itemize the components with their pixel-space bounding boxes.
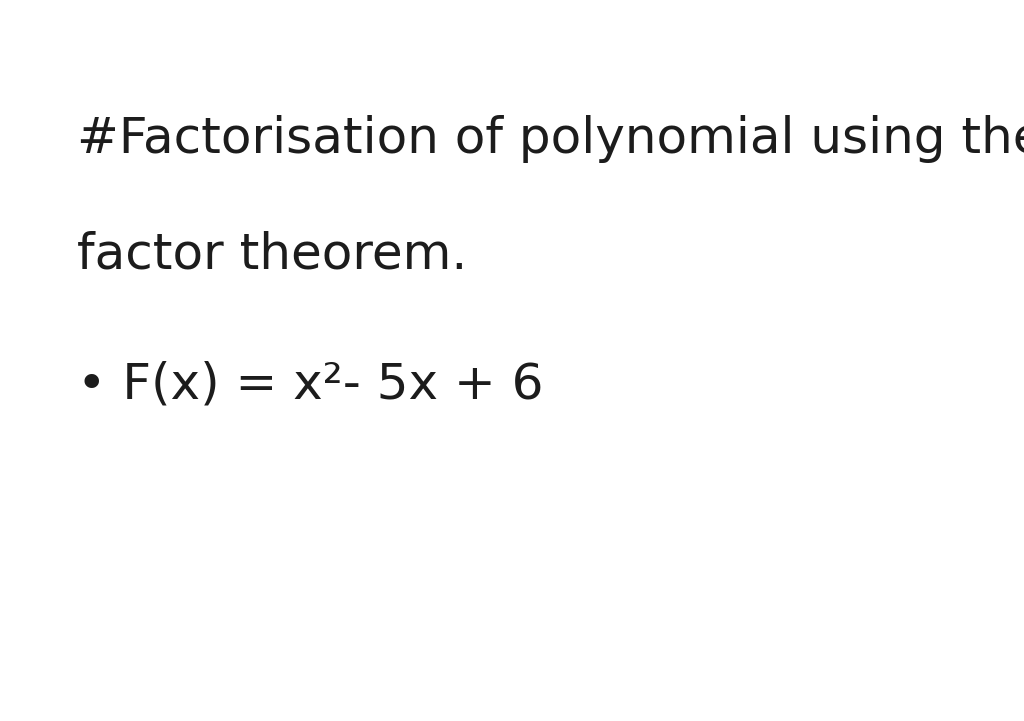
Text: #Factorisation of polynomial using the: #Factorisation of polynomial using the [77,115,1024,164]
Text: • F(x) = x²- 5x + 6: • F(x) = x²- 5x + 6 [77,360,544,409]
Text: factor theorem.: factor theorem. [77,231,467,279]
